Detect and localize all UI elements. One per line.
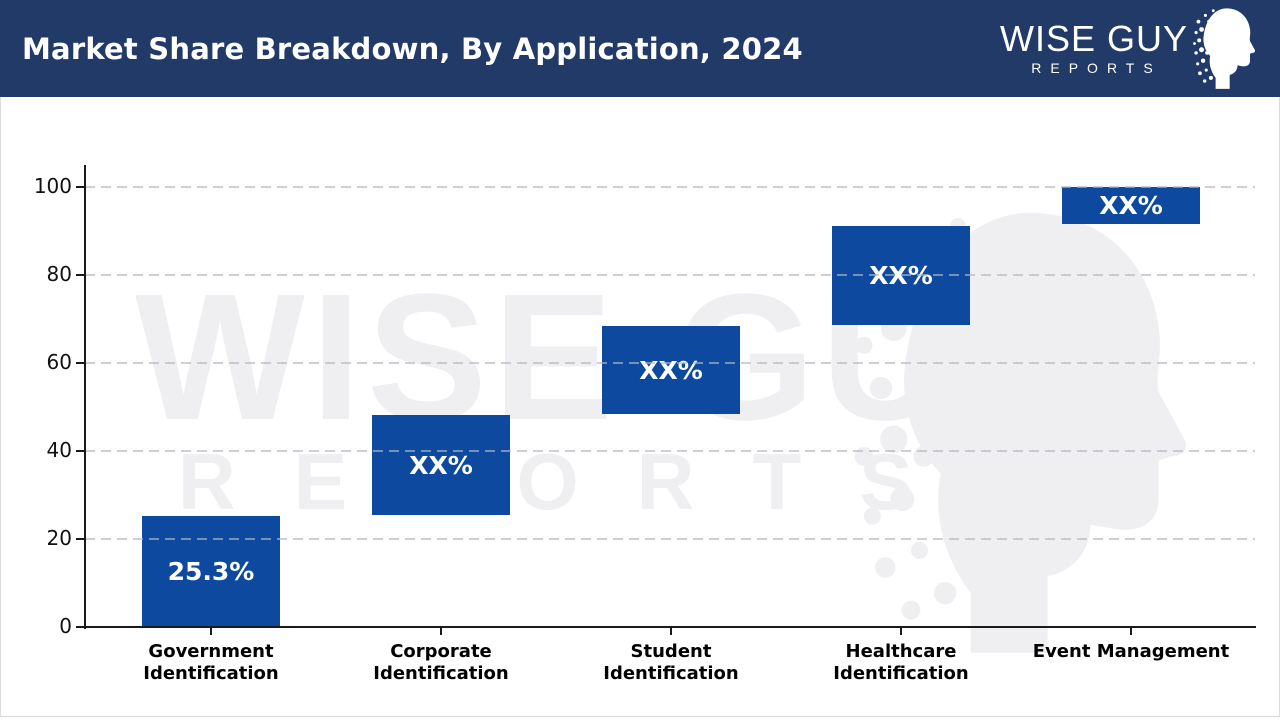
x-axis-category-line: Identification xyxy=(833,663,969,684)
y-axis-tick xyxy=(76,626,85,628)
bar-value-label: XX% xyxy=(1099,190,1163,220)
gridline xyxy=(85,274,1255,276)
y-axis-tick-label: 0 xyxy=(59,614,72,638)
brand-logo: WISE GUY REPORTS xyxy=(1000,6,1258,92)
x-axis-tick xyxy=(900,627,902,635)
y-axis-tick xyxy=(76,362,85,364)
x-axis-category-line: Government xyxy=(148,641,274,662)
brand-name: WISE GUY xyxy=(999,18,1188,59)
x-axis-tick xyxy=(670,627,672,635)
x-axis-category-label: Event Management xyxy=(1016,641,1246,663)
x-axis-category-line: Identification xyxy=(143,663,279,684)
x-axis-tick xyxy=(440,627,442,635)
x-axis-category-label: Government Identification xyxy=(96,641,326,685)
header: Market Share Breakdown, By Application, … xyxy=(0,0,1280,97)
y-axis-tick-label: 40 xyxy=(46,438,72,462)
gridline xyxy=(85,186,1255,188)
y-axis-tick xyxy=(76,450,85,452)
y-axis-spine xyxy=(84,165,86,629)
gridline xyxy=(85,362,1255,364)
y-axis-tick-label: 100 xyxy=(33,174,72,198)
watermark-text-2: REPORTS xyxy=(178,437,971,526)
bar-value-label: XX% xyxy=(409,450,473,480)
bar-value-label: XX% xyxy=(639,355,703,385)
y-axis-tick xyxy=(76,538,85,540)
x-axis-category-line: Student xyxy=(630,641,712,662)
waterfall-bar: 25.3% xyxy=(142,515,280,627)
bar-value-label: 25.3% xyxy=(167,556,255,586)
waterfall-bar: XX% xyxy=(1062,187,1200,224)
x-axis-category-line: Identification xyxy=(603,663,739,684)
page-border xyxy=(0,97,1280,717)
y-axis-tick-label: 80 xyxy=(46,262,72,286)
gridline xyxy=(85,538,1255,540)
x-axis-tick xyxy=(1130,627,1132,635)
y-axis-tick xyxy=(76,186,85,188)
y-axis-tick xyxy=(76,274,85,276)
x-axis-category-line: Corporate xyxy=(390,641,492,662)
x-axis-category-line: Identification xyxy=(373,663,509,684)
brand-face-icon xyxy=(1193,7,1256,89)
x-axis-category-line: Event Management xyxy=(1032,641,1230,662)
x-axis-spine xyxy=(84,626,1256,628)
waterfall-bar: XX% xyxy=(372,415,510,515)
gridline xyxy=(85,450,1255,452)
x-axis-category-label: Student Identification xyxy=(556,641,786,685)
x-axis-category-line: Healthcare xyxy=(845,641,957,662)
brand-subtitle: REPORTS xyxy=(1031,60,1162,76)
y-axis-tick-label: 60 xyxy=(46,350,72,374)
x-axis-category-label: Corporate Identification xyxy=(326,641,556,685)
waterfall-bar: XX% xyxy=(602,326,740,415)
x-axis-category-label: Healthcare Identification xyxy=(786,641,1016,685)
y-axis-tick-label: 20 xyxy=(46,526,72,550)
brand-text: WISE GUY REPORTS xyxy=(999,18,1188,77)
page-title: Market Share Breakdown, By Application, … xyxy=(22,31,803,66)
x-axis-tick xyxy=(210,627,212,635)
